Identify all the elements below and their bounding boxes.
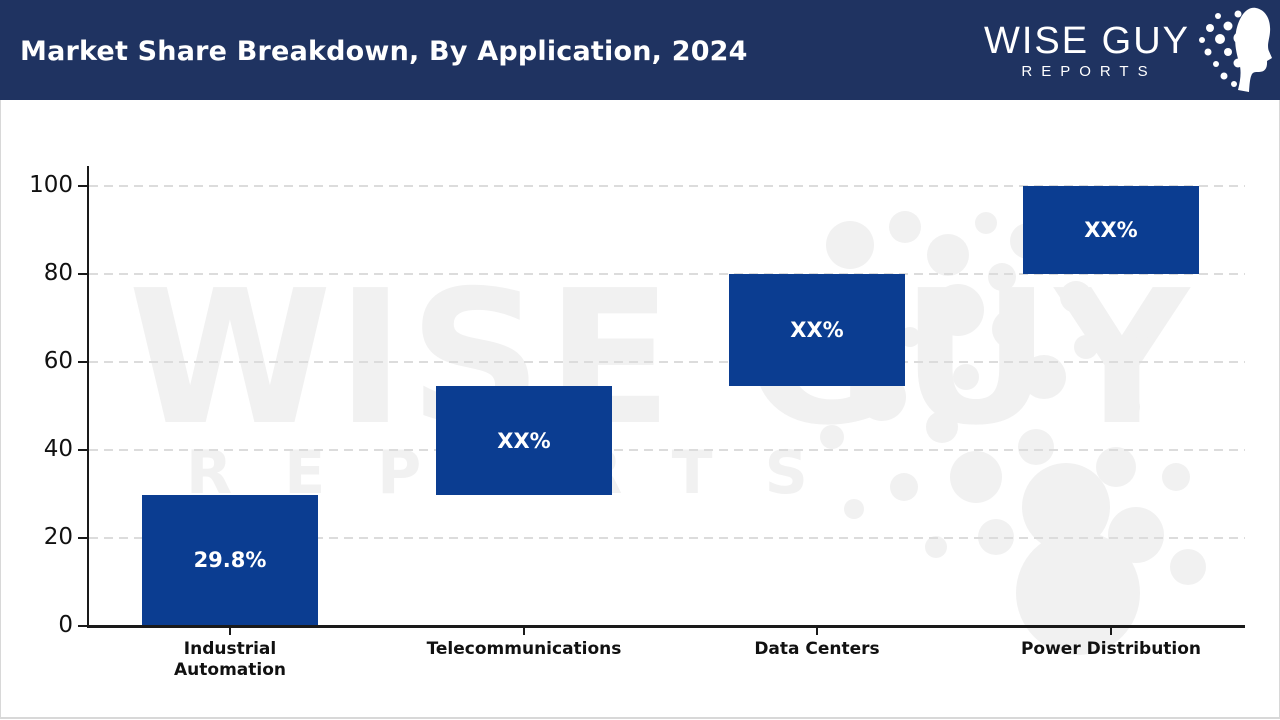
- bar-value-label: XX%: [1084, 218, 1138, 242]
- y-tick-mark-20: [78, 537, 87, 539]
- gridline-60: [89, 361, 1245, 363]
- category-label-2: Data Centers: [697, 639, 937, 660]
- y-tick-mark-60: [78, 361, 87, 363]
- category-label-line: Telecommunications: [426, 639, 622, 659]
- bar-data-centers: XX%: [729, 274, 905, 387]
- y-tick-mark-40: [78, 449, 87, 451]
- y-tick-label-80: 80: [43, 260, 73, 286]
- y-tick-label-100: 100: [29, 172, 73, 198]
- y-tick-mark-100: [78, 185, 87, 187]
- bar-value-label: 29.8%: [193, 548, 267, 573]
- category-label-0: Industrial Automation: [110, 639, 350, 681]
- bar-value-label: XX%: [497, 428, 551, 453]
- logo-text: WISE GUY REPORTS: [984, 21, 1190, 80]
- y-tick-mark-0: [78, 625, 87, 627]
- logo-reports-text: REPORTS: [1021, 62, 1157, 80]
- x-tick-mark-1: [523, 628, 525, 635]
- gridline-100: [89, 185, 1245, 187]
- y-tick-label-0: 0: [58, 612, 73, 638]
- y-tick-label-20: 20: [43, 524, 73, 550]
- bar-power-distribution: XX%: [1023, 186, 1199, 274]
- gridline-40: [89, 449, 1245, 451]
- x-tick-mark-0: [229, 628, 231, 635]
- bar-telecommunications: XX%: [436, 386, 612, 495]
- category-label-line: Automation: [174, 660, 286, 680]
- y-tick-mark-80: [78, 273, 87, 275]
- header-bar: Market Share Breakdown, By Application, …: [0, 0, 1280, 100]
- x-axis-line: [87, 625, 1245, 628]
- bar-industrial-automation: 29.8%: [142, 494, 318, 626]
- x-tick-mark-2: [816, 628, 818, 635]
- gridline-20: [89, 537, 1245, 539]
- watermark-wise-guy-text: WISE GUY: [128, 250, 1193, 466]
- logo-wise-guy-text: WISE GUY: [983, 19, 1190, 62]
- y-tick-label-40: 40: [43, 436, 73, 462]
- y-tick-label-60: 60: [43, 348, 73, 374]
- category-label-1: Telecommunications: [404, 639, 644, 660]
- logo-head-icon: [1199, 7, 1272, 92]
- category-label-line: Industrial: [183, 639, 277, 659]
- wiseguy-logo: WISE GUY REPORTS: [984, 6, 1272, 94]
- gridline-80: [89, 273, 1245, 275]
- category-label-line: Power Distribution: [1020, 639, 1202, 659]
- x-tick-mark-3: [1110, 628, 1112, 635]
- category-label-3: Power Distribution: [991, 639, 1231, 660]
- page-title: Market Share Breakdown, By Application, …: [20, 36, 748, 67]
- category-label-line: Data Centers: [754, 639, 880, 659]
- bar-value-label: XX%: [790, 318, 844, 343]
- y-axis-line: [87, 166, 89, 628]
